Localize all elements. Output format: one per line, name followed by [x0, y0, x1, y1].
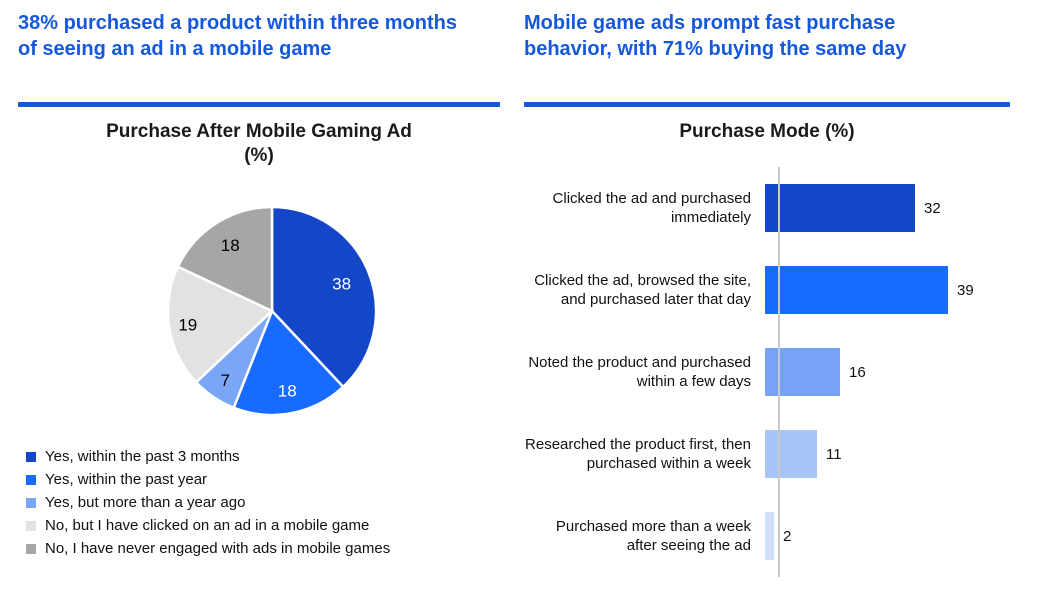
bar-row: Clicked the ad, browsed the site, and pu…	[524, 249, 1010, 331]
bar-row: Clicked the ad and purchased immediately…	[524, 167, 1010, 249]
pie-chart-title-line2: (%)	[244, 145, 274, 167]
pie-slice-3	[166, 265, 275, 385]
bar-value-label: 32	[924, 199, 941, 217]
bar-value-label: 2	[783, 527, 792, 545]
pie-slice-0	[270, 205, 378, 389]
pie-slice-value-label: 38	[332, 275, 351, 294]
pie-slice-value-label: 7	[220, 371, 229, 390]
bar-row: Researched the product first, then purch…	[524, 413, 1010, 495]
legend-swatch-icon	[26, 543, 36, 554]
legend-swatch-icon	[26, 474, 36, 485]
legend-item: Yes, within the past year	[26, 468, 500, 491]
pie-slice-value-label: 19	[178, 315, 197, 334]
bar-chart: Clicked the ad and purchased immediately…	[524, 167, 1010, 578]
legend-label: Yes, but more than a year ago	[45, 494, 246, 512]
bar-value-label: 39	[957, 281, 974, 299]
pie-slice-4	[176, 205, 274, 314]
legend-label: Yes, within the past 3 months	[45, 448, 240, 466]
bar-category-label: Clicked the ad and purchased immediately	[552, 190, 751, 227]
legend-label: No, but I have clicked on an ad in a mob…	[45, 517, 370, 535]
bar-category-label: Clicked the ad, browsed the site, and pu…	[534, 272, 751, 309]
right-divider-rule	[524, 101, 1010, 107]
left-panel: 38% purchased a product within three mon…	[18, 10, 500, 560]
bar-category-label: Purchased more than a week after seeing …	[555, 518, 751, 555]
right-headline: Mobile game ads prompt fast purchase beh…	[524, 12, 907, 61]
bar-value-label: 11	[826, 445, 842, 463]
legend-label: No, I have never engaged with ads in mob…	[45, 540, 391, 558]
bar-segment	[765, 184, 915, 233]
legend-item: No, but I have clicked on an ad in a mob…	[26, 514, 500, 537]
pie-slice-value-label: 18	[221, 236, 240, 255]
legend-item: Yes, but more than a year ago	[26, 491, 500, 514]
bar-chart-axis-line	[778, 167, 780, 578]
legend-item: No, I have never engaged with ads in mob…	[26, 537, 500, 560]
legend-item: Yes, within the past 3 months	[26, 445, 500, 468]
bar-segment	[765, 430, 817, 479]
left-divider-rule	[18, 101, 500, 107]
bar-row: Noted the product and purchased within a…	[524, 331, 1010, 413]
pie-legend: Yes, within the past 3 months Yes, within…	[18, 445, 500, 560]
pie-slice-1	[232, 308, 345, 417]
bar-chart-title: Purchase Mode (%)	[679, 120, 855, 142]
bar-segment	[765, 512, 774, 561]
bar-row: Purchased more than a week after seeing …	[524, 495, 1010, 577]
bar-segment	[765, 266, 948, 315]
pie-slice-value-label: 18	[278, 382, 297, 401]
right-panel: Mobile game ads prompt fast purchase beh…	[524, 10, 1010, 578]
legend-swatch-icon	[26, 497, 36, 508]
left-headline: 38% purchased a product within three mon…	[18, 12, 457, 61]
bar-segment	[765, 348, 840, 397]
bar-value-label: 16	[849, 363, 866, 381]
bar-category-label: Noted the product and purchased within a…	[528, 354, 751, 391]
pie-chart: 38 18 7 19 18	[166, 205, 378, 417]
legend-label: Yes, within the past year	[45, 471, 208, 489]
pie-chart-title-line1: Purchase After Mobile Gaming Ad	[106, 120, 412, 142]
pie-chart-title: Purchase After Mobile Gaming Ad (%)	[18, 120, 500, 169]
legend-swatch-icon	[26, 451, 36, 462]
legend-swatch-icon	[26, 520, 36, 531]
bar-category-label: Researched the product first, then purch…	[525, 436, 751, 473]
